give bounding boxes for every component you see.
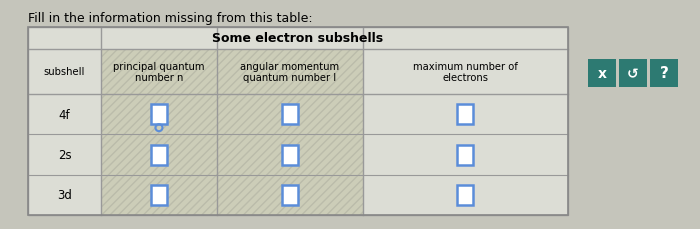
Text: principal quantum
number n: principal quantum number n xyxy=(113,61,204,83)
Bar xyxy=(101,50,217,215)
Bar xyxy=(151,185,167,205)
Bar xyxy=(282,105,298,125)
Bar xyxy=(457,105,473,125)
Bar xyxy=(151,105,167,125)
Bar xyxy=(217,50,363,215)
Text: 3d: 3d xyxy=(57,188,72,202)
Bar xyxy=(457,185,473,205)
Text: ↺: ↺ xyxy=(627,67,639,81)
Bar xyxy=(28,28,568,215)
Bar xyxy=(650,60,678,88)
Text: maximum number of
electrons: maximum number of electrons xyxy=(413,61,518,83)
Text: Fill in the information missing from this table:: Fill in the information missing from thi… xyxy=(28,12,313,25)
Text: Some electron subshells: Some electron subshells xyxy=(212,32,384,45)
Text: 2s: 2s xyxy=(57,148,71,161)
Text: subshell: subshell xyxy=(44,67,85,77)
Bar xyxy=(151,145,167,165)
Text: ?: ? xyxy=(659,66,668,81)
Bar xyxy=(457,145,473,165)
Bar xyxy=(101,50,217,215)
Text: angular momentum
quantum number l: angular momentum quantum number l xyxy=(240,61,340,83)
Text: x: x xyxy=(598,67,606,81)
Text: 4f: 4f xyxy=(59,108,70,121)
Bar xyxy=(28,28,568,215)
Bar xyxy=(282,185,298,205)
Bar xyxy=(619,60,647,88)
Bar xyxy=(217,50,363,215)
Bar xyxy=(588,60,616,88)
Bar xyxy=(282,145,298,165)
